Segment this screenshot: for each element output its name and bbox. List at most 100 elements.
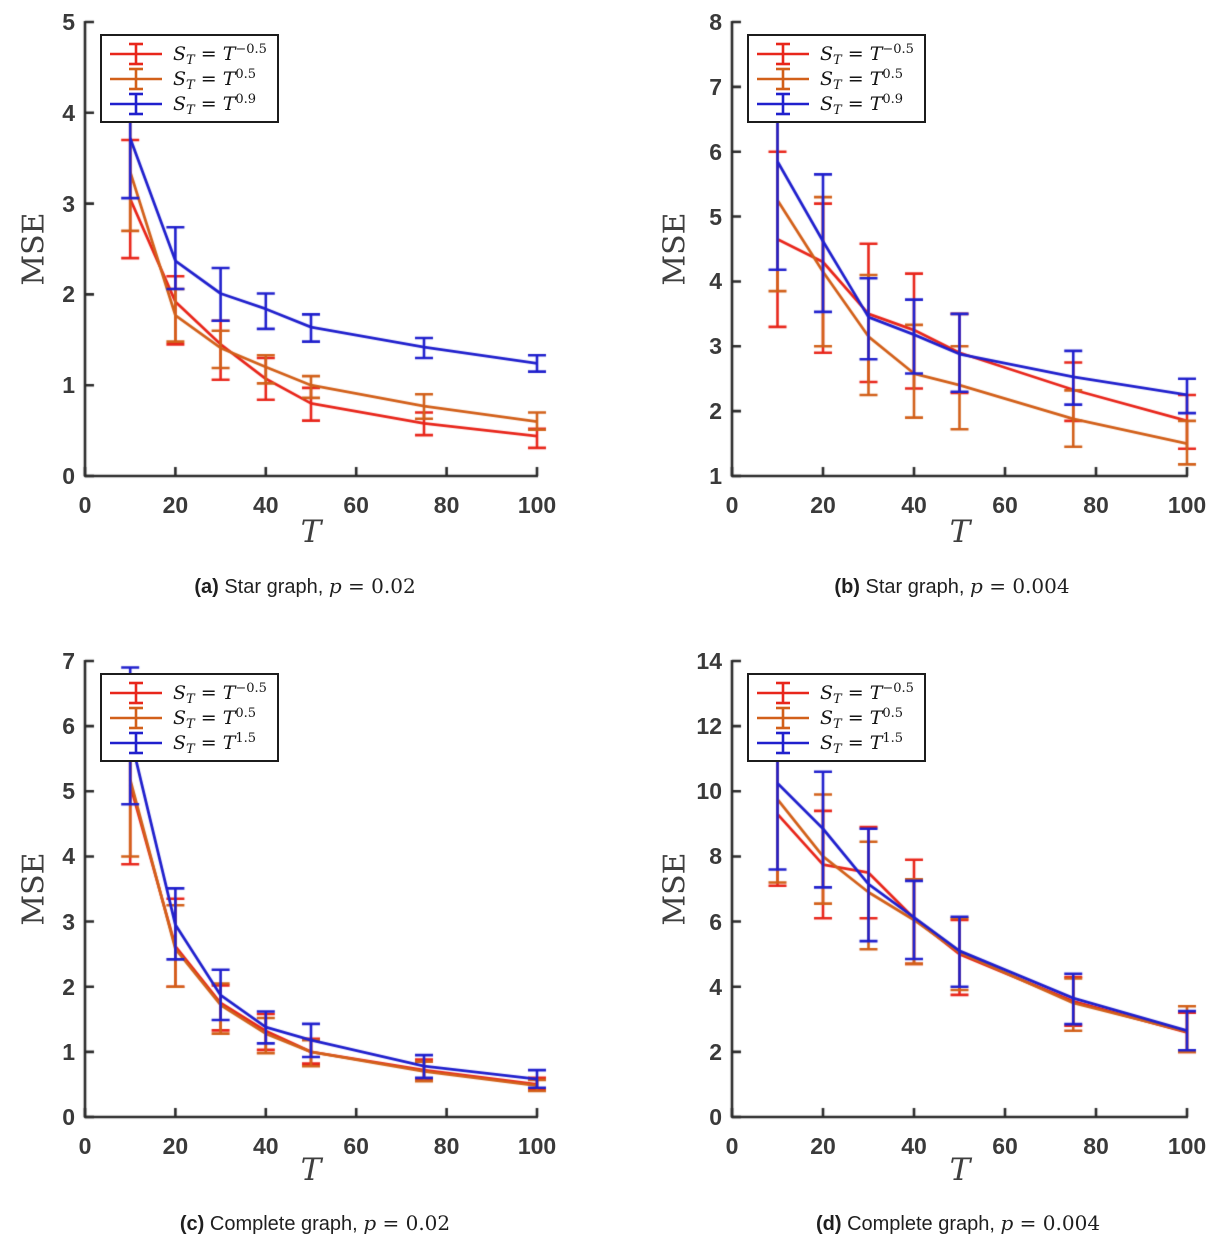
x-tick-label: 40 — [253, 492, 279, 518]
legend-item: ST = T1.5 — [757, 730, 914, 757]
legend-errorbar-glyph — [110, 681, 162, 704]
y-tick-label: 3 — [62, 190, 75, 217]
legend: ST = T−0.5 ST = T0.5 ST = T1.5 — [747, 673, 926, 762]
y-tick-label: 2 — [62, 973, 75, 1000]
caption-tag: (a) — [194, 576, 219, 598]
legend-errorbar-glyph — [110, 706, 162, 729]
legend-errorbar-glyph — [110, 92, 162, 115]
legend-item: ST = T0.9 — [110, 91, 267, 118]
legend-item-label: ST = T1.5 — [820, 730, 904, 757]
legend-errorbar-glyph — [757, 706, 809, 729]
y-tick-label: 1 — [62, 372, 75, 399]
legend-errorbar-glyph — [757, 681, 809, 704]
x-tick-label: 60 — [992, 492, 1018, 518]
x-tick-label: 40 — [901, 492, 927, 518]
legend-errorbar-glyph — [110, 42, 162, 65]
y-tick-label: 2 — [62, 281, 75, 308]
x-tick-label: 100 — [1167, 1133, 1207, 1159]
x-tick-label: 0 — [78, 492, 92, 518]
x-tick-label: 0 — [725, 1133, 739, 1159]
caption-param-rest: = 0.02 — [376, 1211, 451, 1235]
caption-title: Complete graph, — [209, 1213, 358, 1235]
y-tick-label: 3 — [709, 333, 722, 360]
x-axis-label-b: T — [949, 514, 971, 550]
legend: ST = T−0.5 ST = T0.5 ST = T0.9 — [747, 34, 926, 123]
caption-param-var: p — [363, 1211, 377, 1235]
y-tick-label: 1 — [709, 463, 722, 489]
legend-item: ST = T0.5 — [757, 66, 914, 93]
caption-param-var: p — [1000, 1211, 1014, 1235]
y-tick-label: 0 — [709, 1104, 722, 1130]
caption-param-rest: = 0.02 — [341, 574, 416, 598]
legend-item: ST = T0.5 — [110, 705, 267, 732]
x-tick-label: 20 — [810, 1133, 836, 1159]
x-tick-label: 0 — [725, 492, 739, 518]
x-axis-label-a: T — [300, 514, 322, 550]
y-axis-label-a: MSE — [16, 212, 52, 286]
x-tick-label: 20 — [162, 1133, 189, 1159]
caption-tag: (c) — [179, 1213, 205, 1235]
x-tick-label: 80 — [1083, 492, 1109, 518]
y-tick-label: 0 — [62, 463, 75, 489]
y-tick-label: 2 — [709, 398, 722, 425]
x-tick-label: 20 — [810, 492, 836, 518]
legend-item-label: ST = T1.5 — [173, 730, 257, 757]
legend-item-label: ST = T0.9 — [820, 91, 904, 118]
y-tick-label: 4 — [709, 268, 722, 295]
caption-title: Star graph, — [224, 576, 324, 598]
y-tick-label: 6 — [709, 138, 722, 165]
y-tick-label: 4 — [62, 99, 75, 126]
x-tick-label: 40 — [901, 1133, 927, 1159]
y-tick-label: 2 — [709, 1038, 722, 1065]
x-tick-label: 60 — [343, 1133, 369, 1159]
legend-item-label: ST = T0.5 — [173, 705, 257, 732]
x-tick-label: 60 — [343, 492, 369, 518]
x-tick-label: 100 — [1167, 492, 1207, 518]
x-tick-label: 100 — [517, 1133, 557, 1159]
legend-item-label: ST = T−0.5 — [173, 41, 267, 68]
y-tick-label: 5 — [62, 778, 75, 805]
legend-item-label: ST = T0.5 — [820, 66, 904, 93]
legend-item: ST = T−0.5 — [110, 680, 267, 706]
y-tick-label: 6 — [709, 908, 722, 935]
legend: ST = T−0.5 ST = T0.5 ST = T1.5 — [100, 673, 279, 762]
legend-item-label: ST = T0.9 — [173, 91, 257, 118]
y-tick-label: 7 — [62, 648, 75, 674]
y-tick-label: 4 — [709, 973, 722, 1000]
legend: ST = T−0.5 ST = T0.5 ST = T0.9 — [100, 34, 279, 123]
x-tick-label: 80 — [1083, 1133, 1109, 1159]
y-tick-label: 6 — [62, 713, 75, 740]
y-tick-label: 1 — [62, 1038, 75, 1065]
y-tick-label: 7 — [709, 73, 722, 100]
x-tick-label: 80 — [433, 1133, 460, 1159]
caption-param-var: p — [970, 574, 983, 598]
caption-title: Star graph, — [865, 576, 965, 598]
y-tick-label: 10 — [696, 778, 722, 805]
legend-item: ST = T−0.5 — [757, 680, 914, 707]
legend-item-label: ST = T−0.5 — [820, 680, 914, 707]
y-tick-label: 4 — [62, 843, 75, 870]
legend-item: ST = T−0.5 — [757, 41, 914, 67]
x-tick-label: 100 — [517, 492, 557, 518]
y-tick-label: 8 — [709, 843, 722, 870]
x-tick-label: 60 — [992, 1133, 1018, 1159]
legend-errorbar-glyph — [757, 731, 809, 754]
x-axis-label-c: T — [300, 1152, 322, 1188]
chart-canvas-a — [0, 0, 611, 560]
x-tick-label: 0 — [78, 1133, 92, 1159]
chart-canvas-c — [0, 620, 611, 1180]
y-tick-label: 14 — [696, 648, 722, 674]
caption-param-rest: = 0.004 — [982, 574, 1070, 598]
legend-item: ST = T1.5 — [110, 730, 267, 757]
y-tick-label: 3 — [62, 908, 75, 935]
y-tick-label: 0 — [62, 1104, 75, 1130]
legend-errorbar-glyph — [110, 67, 162, 90]
caption-tag: (d) — [815, 1213, 842, 1235]
caption-param-var: p — [328, 574, 342, 598]
y-tick-label: 5 — [62, 9, 75, 35]
x-tick-label: 20 — [162, 492, 189, 518]
caption-c: (c) Complete graph, p = 0.02 — [180, 1211, 450, 1236]
legend-item: ST = T0.5 — [110, 66, 267, 92]
caption-a: (a) Star graph, p = 0.02 — [194, 574, 415, 599]
